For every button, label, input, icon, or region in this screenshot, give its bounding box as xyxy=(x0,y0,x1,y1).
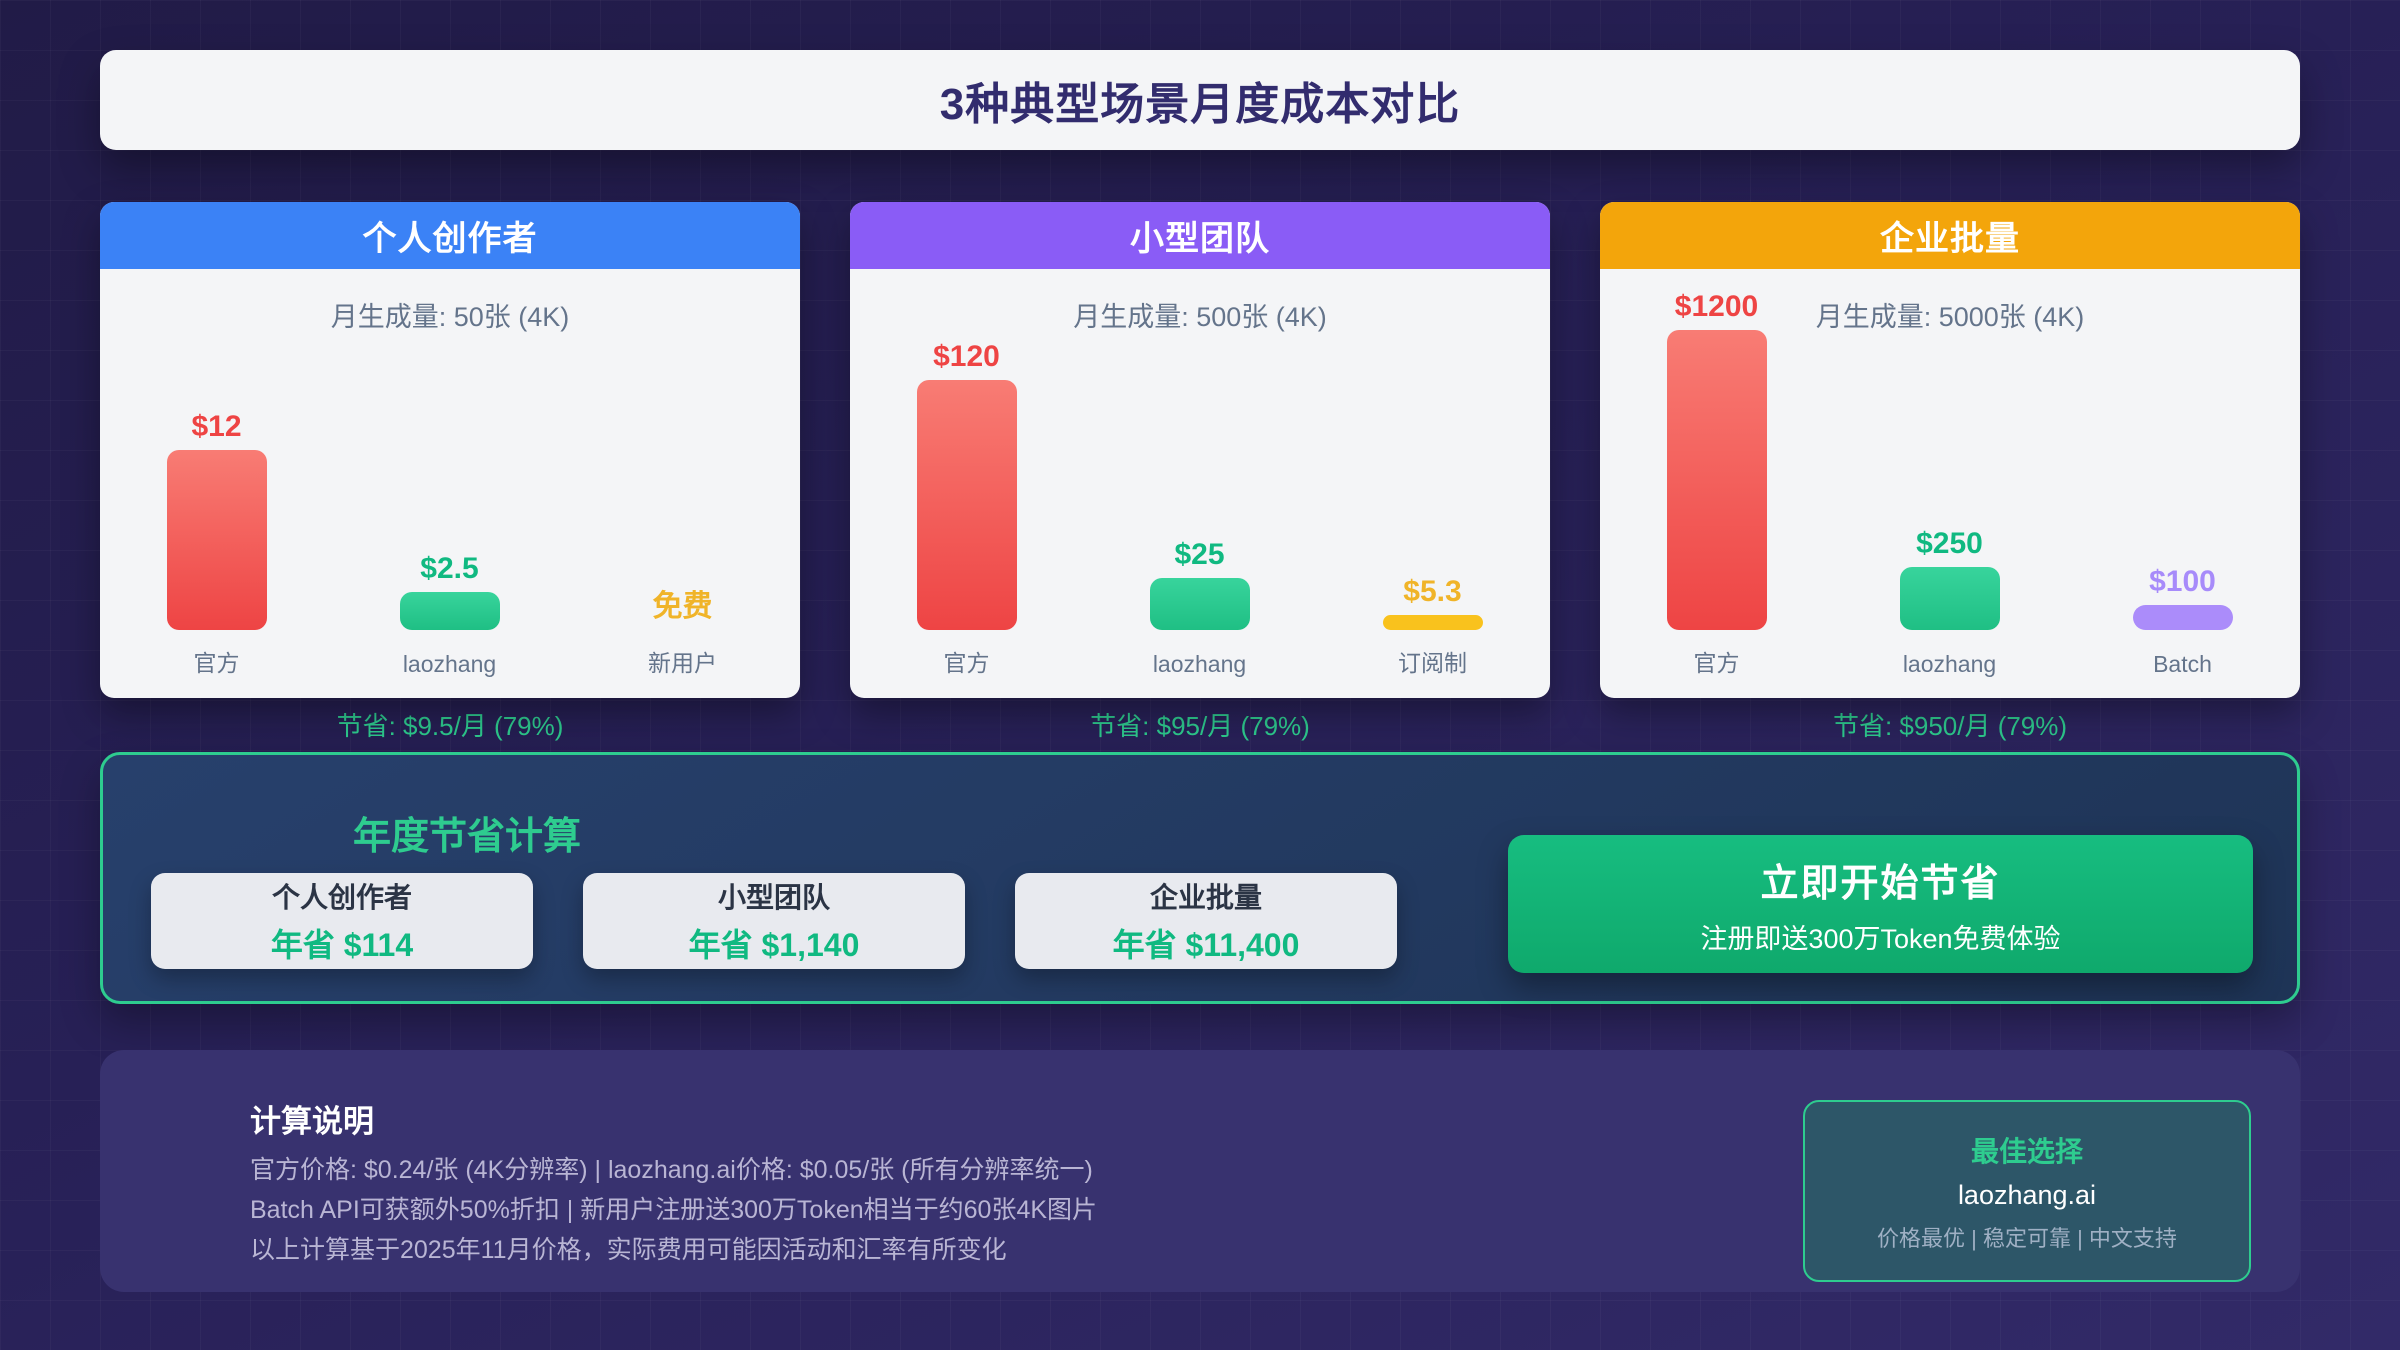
cost-category-label: 新用户 xyxy=(648,650,717,676)
scenario-chart: 月生成量: 500张 (4K) $120 官方 $25 laozhang $5.3 订阅制 xyxy=(850,269,1550,698)
annual-box-name: 个人创作者 xyxy=(271,882,412,913)
scenario-2: 小型团队月生成量: 500张 (4K) $120 官方 $25 laozhang $5.3… xyxy=(850,202,1550,743)
best-choice-name: laozhang.ai xyxy=(1957,1179,2097,1210)
notes-line: 以上计算基于2025年11月价格，实际费用可能因活动和汇率有所变化 xyxy=(250,1236,1007,1264)
scenario-card: 个人创作者月生成量: 50张 (4K) $12 官方 $2.5 laozhang 免费新用… xyxy=(100,202,800,698)
chart-column-新用户: 免费 新用户 xyxy=(566,269,799,698)
cost-category-label: laozhang xyxy=(1902,651,1997,677)
annual-box-savings: 年省 $114 xyxy=(270,927,414,963)
annual-savings-box-3: 企业批量年省 $11,400 xyxy=(1015,873,1397,969)
cost-value-label: $250 xyxy=(1916,527,1983,560)
chart-column-官方: $12 官方 xyxy=(100,269,333,698)
cost-bar xyxy=(1666,330,1767,630)
cost-category-label: 订阅制 xyxy=(1398,650,1467,676)
notes-line: Batch API可获额外50%折扣 | 新用户注册送300万Token相当于约… xyxy=(250,1196,1098,1224)
cost-category-label: 官方 xyxy=(943,650,990,676)
cost-bar xyxy=(1382,615,1483,630)
title-card: 3种典型场景月度成本对比 xyxy=(100,50,2300,150)
chart-column-官方: $1200 官方 xyxy=(1600,269,1833,698)
cost-bar xyxy=(1149,578,1250,630)
cost-value-label: 免费 xyxy=(652,590,713,623)
cta-title: 立即开始节省 xyxy=(1760,863,2001,905)
calculation-notes-panel: 计算说明 官方价格: $0.24/张 (4K分辨率) | laozhang.ai… xyxy=(100,1050,2300,1292)
annual-savings-section: 年度节省计算 个人创作者年省 $114 小型团队年省 $1,140 企业批量年省 $… xyxy=(100,752,2300,1004)
chart-column-laozhang: $25 laozhang xyxy=(1083,269,1316,698)
cost-value-label: $120 xyxy=(933,340,1000,373)
scenario-volume-subtitle: 月生成量: 5000张 (4K) xyxy=(1815,302,2085,332)
cost-bar xyxy=(399,592,500,630)
cost-value-label: $1200 xyxy=(1674,290,1759,323)
scenario-chart: 月生成量: 5000张 (4K) $1200 官方 $250 laozhang $100 B… xyxy=(1600,269,2300,698)
monthly-savings-label: 节省: $950/月 (79%) xyxy=(1832,711,2068,741)
scenario-volume-subtitle: 月生成量: 500张 (4K) xyxy=(1073,302,1327,332)
cost-bar xyxy=(1899,567,2000,630)
cost-category-label: laozhang xyxy=(402,651,497,677)
cost-value-label: $2.5 xyxy=(420,552,479,585)
best-choice-box: 最佳选择 laozhang.ai 价格最优 | 稳定可靠 | 中文支持 xyxy=(1803,1100,2251,1282)
scenario-chart: 月生成量: 50张 (4K) $12 官方 $2.5 laozhang 免费新用户 xyxy=(100,269,800,698)
annual-box-name: 小型团队 xyxy=(717,882,830,913)
annual-box-savings: 年省 $11,400 xyxy=(1112,927,1300,963)
cost-category-label: Batch xyxy=(2153,651,2212,677)
scenario-card: 小型团队月生成量: 500张 (4K) $120 官方 $25 laozhang $5.3… xyxy=(850,202,1550,698)
scenario-3: 企业批量 月生成量: 5000张 (4K) $1200 官方 $250 laozhang $… xyxy=(1600,202,2300,743)
annual-savings-box-2: 小型团队年省 $1,140 xyxy=(583,873,965,969)
cost-category-label: 官方 xyxy=(193,650,240,676)
notes-title: 计算说明 xyxy=(250,1104,374,1139)
cost-category-label: laozhang xyxy=(1152,651,1247,677)
scenario-header: 企业批量 xyxy=(1600,202,2300,269)
scenario-header: 小型团队 xyxy=(850,202,1550,269)
cost-value-label: $100 xyxy=(2149,565,2216,598)
cta-subtitle: 注册即送300万Token免费体验 xyxy=(1700,924,2061,954)
cost-value-label: $5.3 xyxy=(1403,575,1462,608)
chart-column-订阅制: $5.3 订阅制 xyxy=(1316,269,1549,698)
best-choice-tagline: 价格最优 | 稳定可靠 | 中文支持 xyxy=(1877,1225,2177,1251)
cost-value-label: $12 xyxy=(191,410,242,443)
annual-box-savings: 年省 $1,140 xyxy=(688,927,860,963)
monthly-savings-label: 节省: $9.5/月 (79%) xyxy=(336,711,564,741)
best-choice-badge: 最佳选择 xyxy=(1970,1135,2083,1167)
chart-column-laozhang: $250 laozhang xyxy=(1833,269,2066,698)
scenario-volume-subtitle: 月生成量: 50张 (4K) xyxy=(330,302,570,332)
annual-savings-box-1: 个人创作者年省 $114 xyxy=(151,873,533,969)
notes-lines: 官方价格: $0.24/张 (4K分辨率) | laozhang.ai价格: $… xyxy=(250,1150,1097,1270)
chart-column-laozhang: $2.5 laozhang xyxy=(333,269,566,698)
annual-box-name: 企业批量 xyxy=(1149,882,1262,913)
annual-savings-title: 年度节省计算 xyxy=(353,816,582,858)
cost-bar xyxy=(2132,605,2233,630)
cost-category-label: 官方 xyxy=(1693,650,1740,676)
page-title: 3种典型场景月度成本对比 xyxy=(939,80,1461,129)
scenario-card: 企业批量 月生成量: 5000张 (4K) $1200 官方 $250 laozhang $… xyxy=(1600,202,2300,698)
chart-column-Batch: $100 Batch xyxy=(2066,269,2299,698)
scenario-header: 个人创作者 xyxy=(100,202,800,269)
scenario-1: 个人创作者月生成量: 50张 (4K) $12 官方 $2.5 laozhang 免费新用… xyxy=(100,202,800,743)
cost-value-label: $25 xyxy=(1174,538,1225,571)
chart-column-官方: $120 官方 xyxy=(850,269,1083,698)
cost-bar xyxy=(166,450,267,630)
start-saving-cta-button[interactable]: 立即开始节省 注册即送300万Token免费体验 xyxy=(1508,835,2253,973)
cost-bar xyxy=(916,380,1017,630)
notes-line: 官方价格: $0.24/张 (4K分辨率) | laozhang.ai价格: $… xyxy=(250,1156,1093,1184)
monthly-savings-label: 节省: $95/月 (79%) xyxy=(1090,711,1310,741)
